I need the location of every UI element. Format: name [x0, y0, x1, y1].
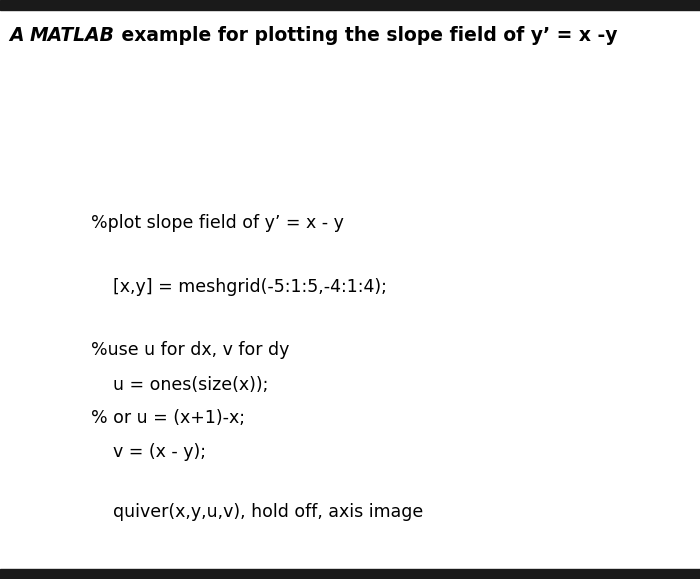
Text: MATLAB: MATLAB	[30, 26, 115, 45]
Text: quiver(x,y,u,v), hold off, axis image: quiver(x,y,u,v), hold off, axis image	[91, 503, 424, 522]
Text: v = (x - y);: v = (x - y);	[91, 442, 206, 461]
Text: [x,y] = meshgrid(-5:1:5,-4:1:4);: [x,y] = meshgrid(-5:1:5,-4:1:4);	[91, 277, 387, 296]
Text: % or u = (x+1)-x;: % or u = (x+1)-x;	[91, 409, 245, 427]
Bar	[0, 0, 700, 10]
Text: A: A	[9, 26, 30, 45]
Text: %use u for dx, v for dy: %use u for dx, v for dy	[91, 341, 289, 360]
Text: %plot slope field of y’ = x - y: %plot slope field of y’ = x - y	[91, 214, 344, 232]
Text: u = ones(size(x));: u = ones(size(x));	[91, 376, 268, 394]
Text: example for plotting the slope field of y’ = x -y: example for plotting the slope field of …	[115, 26, 617, 45]
Bar	[0, 569, 700, 579]
